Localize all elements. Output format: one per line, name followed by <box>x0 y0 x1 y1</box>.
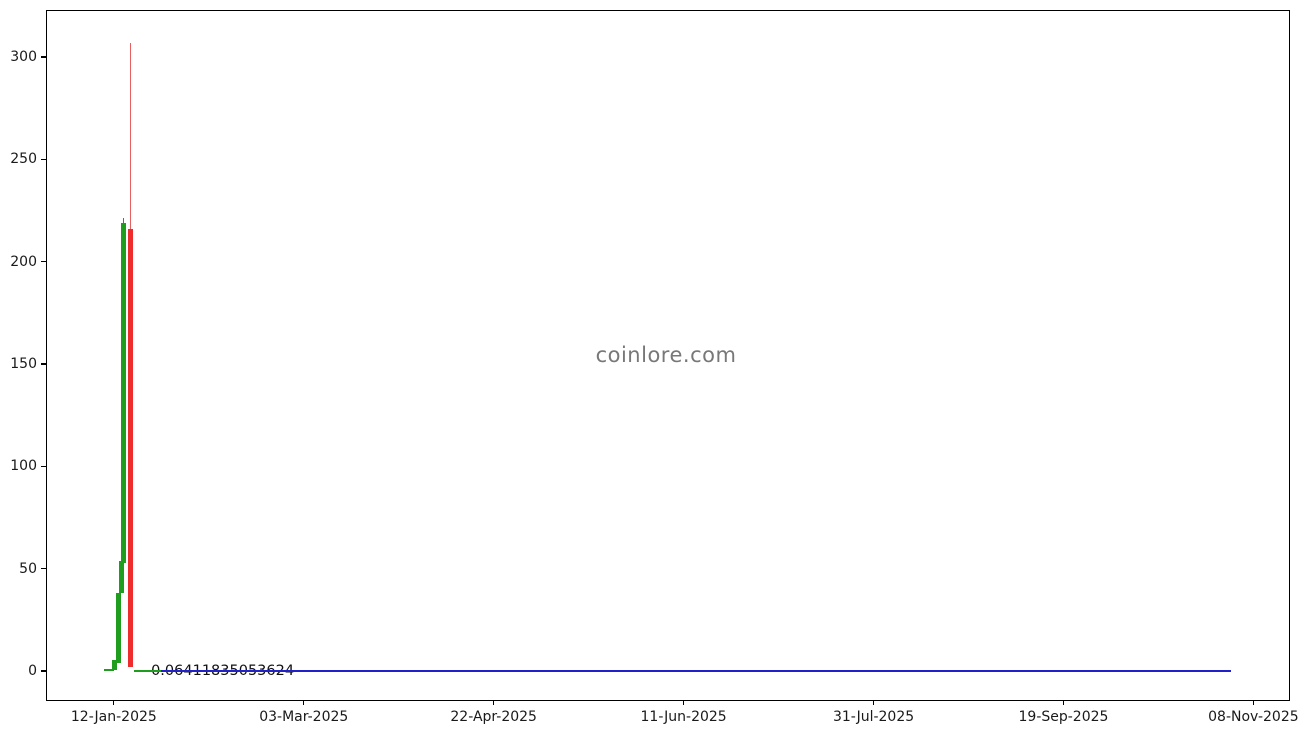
y-axis-tick <box>41 568 46 570</box>
y-axis-tick-label: 150 <box>10 356 37 373</box>
y-axis-tick-label: 300 <box>10 49 37 66</box>
x-axis-tick-label: 22-Apr-2025 <box>450 709 537 725</box>
post-spike-flat-segment <box>134 670 162 672</box>
plot-area: coinlore.com 0.06411835053624 0 50 100 150 2… <box>10 10 1299 725</box>
y-axis-tick-label: 100 <box>10 458 37 475</box>
x-axis-tick <box>1252 700 1254 705</box>
pre-spike-flat-segment <box>103 669 115 671</box>
x-axis-tick-label: 08-Nov-2025 <box>1208 709 1299 725</box>
candle-body-up <box>118 560 124 594</box>
y-axis-tick-label: 250 <box>10 151 37 168</box>
candle-body-up <box>112 659 118 671</box>
y-axis-tick <box>41 261 46 263</box>
x-axis-tick <box>493 700 495 705</box>
x-axis-tick-label: 19-Sep-2025 <box>1018 709 1109 725</box>
x-axis-tick-label: 31-Jul-2025 <box>832 709 915 725</box>
candle-body-down <box>127 228 133 667</box>
x-axis-tick <box>303 700 305 705</box>
y-axis-tick <box>41 465 46 467</box>
y-axis-tick-label: 200 <box>10 253 37 270</box>
y-axis-tick <box>41 670 46 672</box>
price-line-segment <box>161 670 1231 672</box>
candle-body-up <box>121 222 127 563</box>
x-axis-tick <box>872 700 875 705</box>
candle-body-up <box>115 593 121 663</box>
watermark: coinlore.com <box>595 343 737 367</box>
x-axis-tick <box>683 700 685 705</box>
y-axis-tick <box>41 158 46 160</box>
y-axis-tick <box>41 56 46 58</box>
y-axis-tick-label: 0 <box>28 663 37 680</box>
x-axis-tick-label: 12-Jan-2025 <box>70 709 157 725</box>
x-axis-tick <box>1062 700 1065 705</box>
y-axis-tick <box>41 363 46 365</box>
x-axis-tick <box>113 700 115 705</box>
x-axis-tick-label: 03-Mar-2025 <box>259 709 349 725</box>
y-axis-tick-label: 50 <box>19 560 37 577</box>
x-axis-tick-label: 11-Jun-2025 <box>640 709 727 725</box>
